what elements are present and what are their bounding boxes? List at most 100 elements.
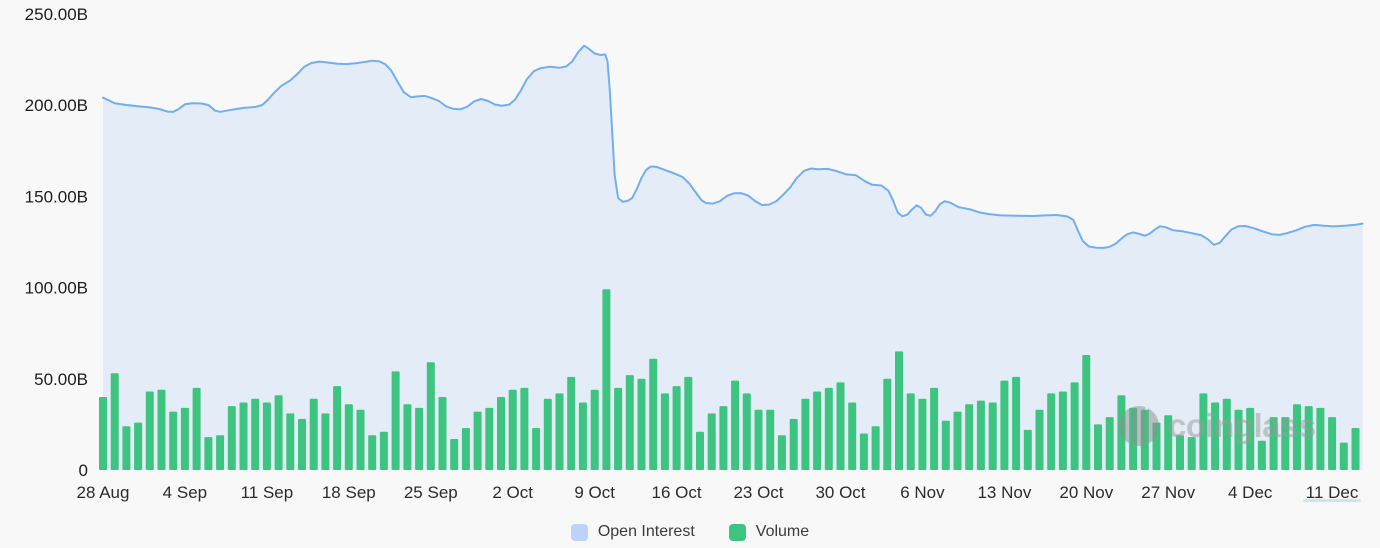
volume-bar[interactable] — [239, 402, 248, 471]
volume-bar[interactable] — [1316, 407, 1325, 470]
volume-bar[interactable] — [134, 422, 143, 470]
volume-bar[interactable] — [649, 358, 658, 470]
volume-bar[interactable] — [1211, 402, 1220, 471]
volume-bar[interactable] — [391, 371, 400, 470]
volume-bar[interactable] — [286, 413, 295, 470]
volume-bar[interactable] — [1152, 422, 1161, 470]
volume-bar[interactable] — [731, 380, 740, 470]
volume-bar[interactable] — [1047, 393, 1056, 470]
volume-bar[interactable] — [1281, 417, 1290, 470]
volume-bar[interactable] — [157, 389, 166, 470]
volume-bar[interactable] — [672, 386, 681, 470]
volume-bar[interactable] — [485, 407, 494, 470]
volume-bar[interactable] — [298, 418, 306, 470]
volume-bar[interactable] — [930, 387, 939, 470]
volume-bar[interactable] — [906, 393, 915, 470]
volume-bar[interactable] — [1234, 409, 1243, 470]
volume-bar[interactable] — [1094, 424, 1102, 470]
volume-bar[interactable] — [1070, 382, 1079, 470]
legend-item-volume[interactable]: Volume — [728, 523, 809, 541]
volume-bar[interactable] — [216, 435, 225, 470]
volume-bar[interactable] — [965, 404, 974, 470]
volume-bar[interactable] — [192, 387, 201, 470]
volume-bar[interactable] — [438, 397, 447, 470]
volume-bar[interactable] — [461, 428, 470, 470]
volume-bar[interactable] — [227, 406, 236, 470]
volume-bar[interactable] — [836, 382, 845, 470]
volume-bar[interactable] — [1000, 380, 1009, 470]
volume-bar[interactable] — [450, 439, 459, 470]
volume-bar[interactable] — [379, 431, 388, 470]
volume-bar[interactable] — [1257, 440, 1266, 470]
volume-bar[interactable] — [1105, 417, 1114, 470]
volume-bar[interactable] — [169, 411, 178, 470]
volume-bar[interactable] — [1023, 429, 1032, 470]
volume-bar[interactable] — [883, 378, 892, 471]
volume-bar[interactable] — [578, 402, 587, 471]
open-interest-line[interactable] — [102, 44, 1364, 249]
volume-bar[interactable] — [1012, 376, 1021, 470]
open-interest-area[interactable] — [103, 45, 1363, 470]
volume-bar[interactable] — [403, 404, 412, 470]
volume-bar[interactable] — [508, 389, 517, 470]
volume-bar[interactable] — [1176, 435, 1184, 470]
volume-bar[interactable] — [1058, 391, 1067, 471]
volume-bar[interactable] — [707, 413, 716, 470]
volume-bar[interactable] — [625, 375, 634, 470]
volume-bar[interactable] — [742, 393, 751, 470]
volume-bar[interactable] — [1164, 415, 1173, 471]
volume-bar[interactable] — [1199, 393, 1208, 470]
volume-bar[interactable] — [321, 413, 330, 470]
volume-bar[interactable] — [871, 426, 880, 470]
volume-bar[interactable] — [754, 409, 763, 470]
volume-bar[interactable] — [777, 435, 786, 470]
volume-bar[interactable] — [719, 406, 728, 470]
volume-bar[interactable] — [895, 351, 903, 470]
volume-bar[interactable] — [1246, 407, 1255, 470]
volume-bar[interactable] — [1117, 395, 1126, 470]
volume-bar[interactable] — [543, 398, 552, 470]
volume-bar[interactable] — [1328, 417, 1337, 470]
volume-bar[interactable] — [99, 397, 107, 470]
volume-bar[interactable] — [110, 373, 119, 470]
volume-bar[interactable] — [204, 437, 213, 470]
volume-bar[interactable] — [555, 393, 564, 470]
volume-bar[interactable] — [976, 400, 985, 470]
volume-bar[interactable] — [766, 409, 775, 470]
volume-bar[interactable] — [614, 387, 623, 470]
volume-bar[interactable] — [696, 431, 704, 470]
volume-bar[interactable] — [859, 433, 868, 471]
volume-bar[interactable] — [1187, 437, 1196, 470]
volume-bar[interactable] — [801, 398, 810, 470]
volume-bar[interactable] — [532, 428, 541, 470]
volume-bar[interactable] — [1293, 404, 1301, 470]
volume-bar[interactable] — [813, 391, 822, 471]
volume-bar[interactable] — [637, 378, 646, 471]
volume-bar[interactable] — [344, 404, 353, 470]
volume-bar[interactable] — [567, 376, 576, 470]
volume-bar[interactable] — [1140, 409, 1149, 470]
volume-bar[interactable] — [660, 393, 669, 470]
volume-bar[interactable] — [602, 289, 611, 470]
volume-bar[interactable] — [1351, 428, 1360, 470]
volume-bar[interactable] — [520, 387, 529, 470]
volume-bar[interactable] — [1269, 417, 1278, 470]
volume-bar[interactable] — [941, 420, 950, 470]
volume-bar[interactable] — [918, 398, 927, 470]
volume-bar[interactable] — [145, 391, 154, 471]
volume-bar[interactable] — [684, 376, 693, 470]
volume-bar[interactable] — [1222, 398, 1231, 470]
legend-item-open-interest[interactable]: Open Interest — [570, 523, 695, 541]
volume-bar[interactable] — [251, 398, 260, 470]
volume-bar[interactable] — [789, 418, 798, 470]
volume-bar[interactable] — [1129, 407, 1138, 470]
volume-bar[interactable] — [953, 411, 962, 470]
volume-bar[interactable] — [122, 426, 131, 470]
volume-bar[interactable] — [988, 402, 997, 471]
volume-bar[interactable] — [473, 411, 482, 470]
volume-bar[interactable] — [309, 398, 318, 470]
volume-bar[interactable] — [590, 389, 599, 470]
volume-bar[interactable] — [333, 386, 342, 470]
volume-bar[interactable] — [415, 407, 424, 470]
